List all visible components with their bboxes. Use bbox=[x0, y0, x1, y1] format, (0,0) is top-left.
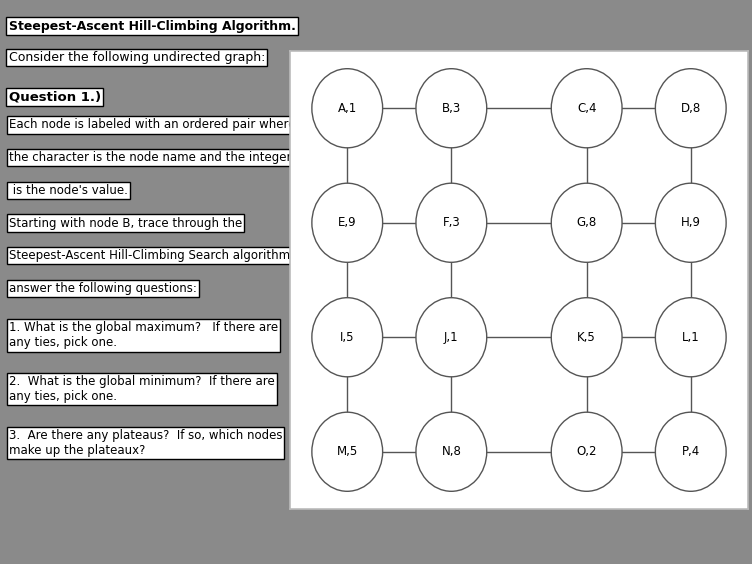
Text: 3.  Are there any plateaus?  If so, which nodes
make up the plateaux?: 3. Are there any plateaus? If so, which … bbox=[9, 429, 282, 457]
Text: Question 1.): Question 1.) bbox=[9, 90, 101, 103]
Text: H,9: H,9 bbox=[681, 216, 701, 229]
Ellipse shape bbox=[312, 183, 383, 262]
Ellipse shape bbox=[551, 298, 622, 377]
Ellipse shape bbox=[416, 69, 487, 148]
Text: Starting with node B, trace through the: Starting with node B, trace through the bbox=[9, 217, 242, 230]
Ellipse shape bbox=[312, 69, 383, 148]
Text: I,5: I,5 bbox=[340, 331, 354, 343]
Ellipse shape bbox=[312, 298, 383, 377]
Text: E,9: E,9 bbox=[338, 216, 356, 229]
Ellipse shape bbox=[551, 69, 622, 148]
Text: the character is the node name and the integer: the character is the node name and the i… bbox=[9, 151, 291, 164]
Text: F,3: F,3 bbox=[442, 216, 460, 229]
Text: Each node is labeled with an ordered pair where: Each node is labeled with an ordered pai… bbox=[9, 118, 296, 131]
Text: D,8: D,8 bbox=[681, 102, 701, 114]
Ellipse shape bbox=[416, 183, 487, 262]
Text: M,5: M,5 bbox=[337, 445, 358, 458]
Text: A,1: A,1 bbox=[338, 102, 357, 114]
Text: K,5: K,5 bbox=[578, 331, 596, 343]
Text: Steepest-Ascent Hill-Climbing Search algorithm: Steepest-Ascent Hill-Climbing Search alg… bbox=[9, 249, 290, 262]
Text: J,1: J,1 bbox=[444, 331, 459, 343]
Ellipse shape bbox=[655, 69, 726, 148]
Text: answer the following questions:: answer the following questions: bbox=[9, 282, 196, 295]
Ellipse shape bbox=[551, 412, 622, 491]
Text: P,4: P,4 bbox=[681, 445, 700, 458]
Text: B,3: B,3 bbox=[441, 102, 461, 114]
Text: is the node's value.: is the node's value. bbox=[9, 184, 128, 197]
Text: G,8: G,8 bbox=[577, 216, 597, 229]
Text: 2.  What is the global minimum?  If there are
any ties, pick one.: 2. What is the global minimum? If there … bbox=[9, 375, 274, 403]
Text: 1. What is the global maximum?   If there are
any ties, pick one.: 1. What is the global maximum? If there … bbox=[9, 321, 277, 350]
Text: Steepest-Ascent Hill-Climbing Algorithm.: Steepest-Ascent Hill-Climbing Algorithm. bbox=[9, 20, 296, 33]
Text: N,8: N,8 bbox=[441, 445, 461, 458]
Text: O,2: O,2 bbox=[577, 445, 597, 458]
Text: C,4: C,4 bbox=[577, 102, 596, 114]
Ellipse shape bbox=[312, 412, 383, 491]
Text: L,1: L,1 bbox=[682, 331, 699, 343]
Ellipse shape bbox=[655, 183, 726, 262]
Text: Consider the following undirected graph:: Consider the following undirected graph: bbox=[9, 51, 265, 64]
Ellipse shape bbox=[416, 412, 487, 491]
Ellipse shape bbox=[416, 298, 487, 377]
Ellipse shape bbox=[655, 298, 726, 377]
Ellipse shape bbox=[551, 183, 622, 262]
Ellipse shape bbox=[655, 412, 726, 491]
